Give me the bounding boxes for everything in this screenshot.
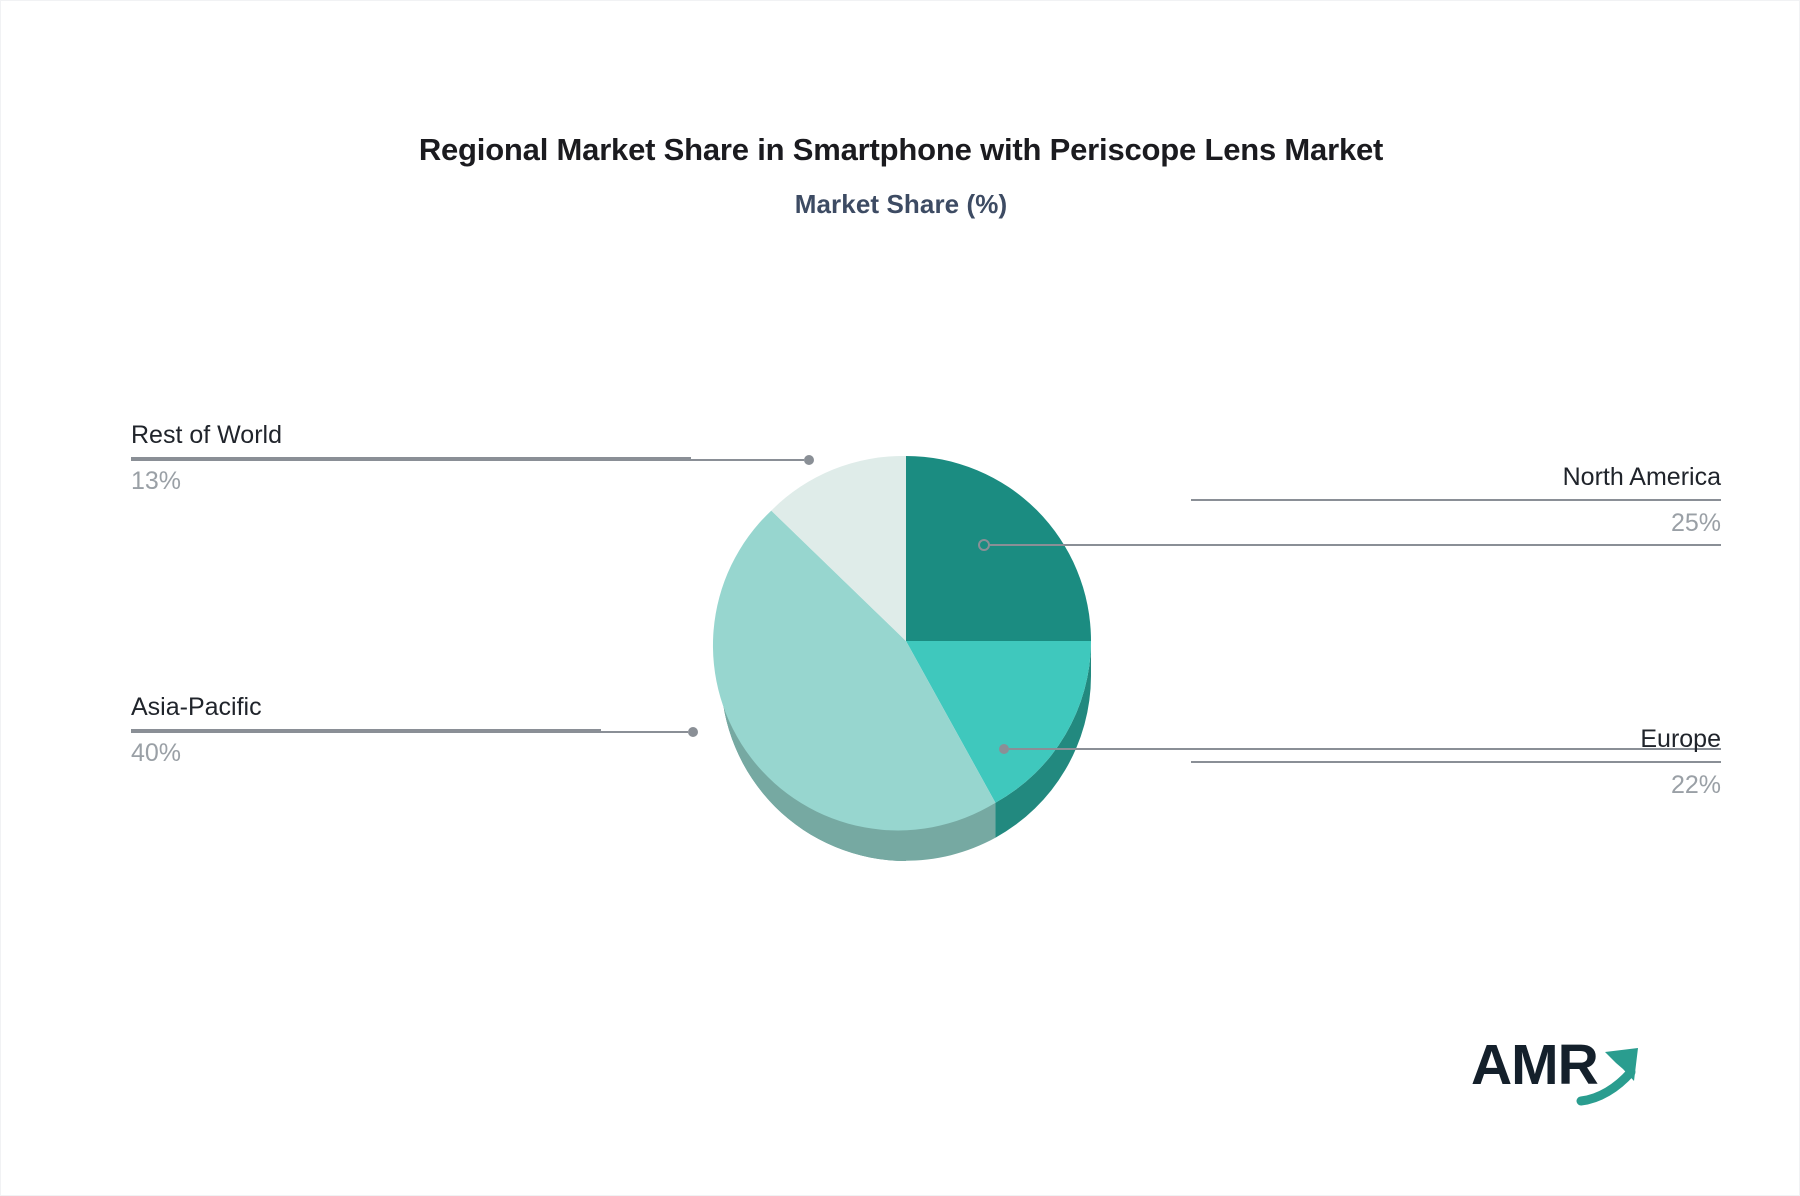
leader-asia-pacific [131, 727, 698, 737]
pie-depth-group [721, 641, 1091, 861]
pie-slice-europe[interactable] [906, 641, 1091, 803]
callout-north-america[interactable]: North America 25% [1191, 463, 1721, 538]
callout-rule-north-america [1191, 499, 1721, 501]
callout-rule-europe [1191, 761, 1721, 763]
callout-label-north-america: North America [1562, 463, 1721, 491]
growth-arrow-icon [1576, 1048, 1638, 1106]
amr-logo-text: AMR [1471, 1033, 1599, 1097]
callout-label-asia-pacific: Asia-Pacific [131, 693, 262, 721]
callout-value-north-america: 25% [1670, 509, 1721, 537]
callout-asia-pacific[interactable]: Asia-Pacific 40% [131, 693, 601, 768]
leader-rest-of-world [131, 455, 814, 465]
pie-depth-asia [721, 641, 996, 861]
callout-value-rest-of-world: 13% [131, 467, 182, 495]
callout-rule-rest-of-world [131, 457, 691, 459]
pie-depth-europe [995, 641, 1091, 838]
callout-label-rest-of-world: Rest of World [131, 421, 282, 449]
callout-label-europe: Europe [1640, 725, 1721, 753]
callout-rule-asia-pacific [131, 729, 601, 731]
pie-slice-north-america[interactable] [906, 456, 1091, 641]
callout-europe[interactable]: Europe 22% [1191, 725, 1721, 800]
chart-subtitle: Market Share (%) [794, 189, 1008, 219]
callout-value-asia-pacific: 40% [131, 739, 182, 767]
pie-slice-rest-of-world[interactable] [771, 455, 906, 641]
chart-title: Regional Market Share in Smartphone with… [418, 132, 1384, 167]
pie-slice-asia-pacific[interactable] [712, 510, 996, 831]
callout-rest-of-world[interactable]: Rest of World 13% [131, 421, 691, 496]
leader-europe [999, 744, 1721, 754]
callout-value-europe: 22% [1670, 771, 1721, 799]
amr-logo: AMR [1471, 1031, 1671, 1111]
leader-north-america [978, 539, 1721, 551]
